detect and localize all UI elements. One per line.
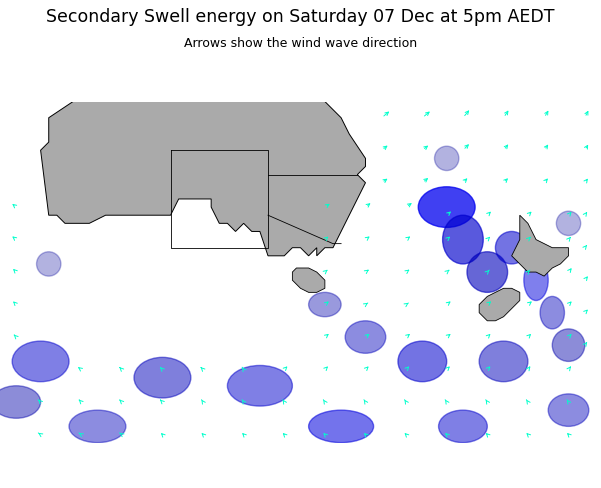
Ellipse shape [134, 357, 191, 398]
Ellipse shape [398, 341, 447, 382]
Ellipse shape [467, 252, 508, 292]
Polygon shape [479, 288, 520, 321]
Ellipse shape [548, 394, 589, 427]
Ellipse shape [524, 260, 548, 301]
Ellipse shape [442, 215, 483, 264]
Ellipse shape [439, 410, 487, 443]
Ellipse shape [557, 211, 581, 236]
Ellipse shape [227, 366, 292, 406]
Ellipse shape [309, 292, 341, 317]
Text: Arrows show the wind wave direction: Arrows show the wind wave direction [184, 37, 417, 50]
Polygon shape [41, 28, 365, 256]
Polygon shape [292, 268, 325, 292]
Ellipse shape [552, 329, 585, 362]
Ellipse shape [435, 146, 459, 170]
Text: Secondary Swell energy on Saturday 07 Dec at 5pm AEDT: Secondary Swell energy on Saturday 07 De… [46, 8, 555, 26]
Ellipse shape [309, 410, 374, 443]
Ellipse shape [418, 187, 475, 227]
Ellipse shape [37, 252, 61, 276]
Ellipse shape [540, 296, 564, 329]
Ellipse shape [12, 341, 69, 382]
Ellipse shape [479, 341, 528, 382]
Ellipse shape [495, 231, 528, 264]
Polygon shape [511, 215, 569, 276]
Ellipse shape [69, 410, 126, 443]
Ellipse shape [0, 386, 41, 418]
Ellipse shape [345, 321, 386, 353]
